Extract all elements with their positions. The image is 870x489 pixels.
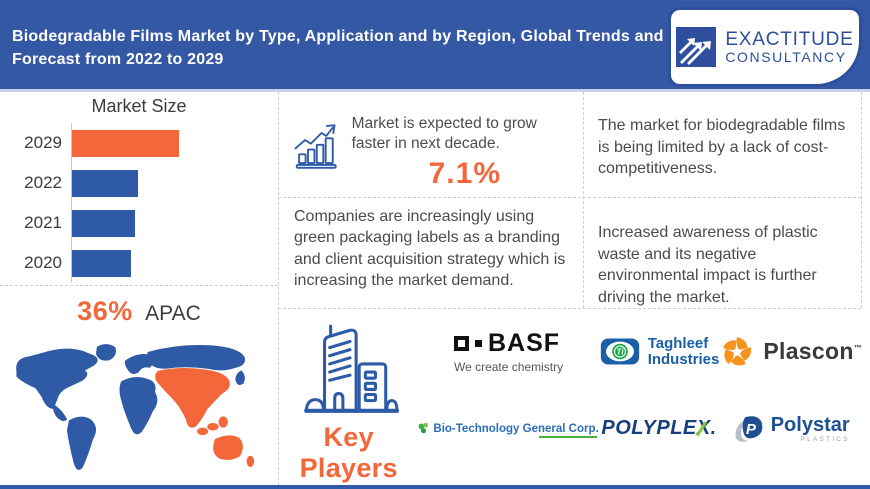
taghleef-icon: Ti <box>600 338 639 365</box>
bar-label-2021: 2021 <box>24 213 62 232</box>
logo-polyplex: POLYPLEX. <box>601 417 717 439</box>
divider-horizontal-row2 <box>278 308 861 309</box>
market-size-chart: Market Size 2029 2022 2021 2020 <box>0 96 278 283</box>
plascon-wordmark: Plascon™ <box>763 338 862 364</box>
basf-wordmark: BASF <box>453 329 563 358</box>
region-share-value: 36% <box>77 296 133 326</box>
region-section: 36% APAC <box>0 292 278 483</box>
logo-polystar-plastics: P Polystar PLASTICS <box>732 413 850 444</box>
taghleef-line2: Industries <box>647 350 720 368</box>
region-share-label: APAC <box>145 302 201 325</box>
bar-chart: 2029 2022 2021 2020 <box>0 123 278 283</box>
growth-text: Market is expected to grow faster in nex… <box>351 115 537 153</box>
bar-plot <box>71 203 179 243</box>
bottom-accent-bar <box>0 485 870 489</box>
key-players-logos: BASF We create chemistry Ti Taghleef Ind… <box>418 309 870 485</box>
svg-text:Ti: Ti <box>616 348 624 357</box>
divider-vertical-middle <box>583 92 584 308</box>
bar-plot <box>71 243 179 283</box>
basf-tagline: We create chemistry <box>453 360 564 374</box>
region-headline: 36% APAC <box>0 296 278 327</box>
biotech-leaf-icon <box>418 422 429 434</box>
bar-row: 2029 <box>10 123 278 163</box>
logo-taghleef-industries: Ti Taghleef Industries <box>599 334 720 368</box>
insight-driver: Increased awareness of plastic waste and… <box>598 224 818 306</box>
key-players-section: Key Players BASF We create chemistry <box>279 309 870 485</box>
exactitude-logo: EXACTITUDE CONSULTANCY <box>668 7 862 87</box>
bar-label-2029: 2029 <box>24 133 62 152</box>
svg-text:P: P <box>746 421 757 438</box>
basf-square-icon <box>453 336 469 351</box>
key-players-heading: Key Players <box>299 422 398 483</box>
polystar-swirl-icon: P <box>735 416 763 442</box>
insight-restraint: The market for biodegradable films is be… <box>598 117 846 178</box>
page-title: Biodegradable Films Market by Type, Appl… <box>12 28 664 69</box>
growth-bar-chart-icon <box>294 124 337 169</box>
bar-2022 <box>72 169 138 197</box>
logo-arrows-icon <box>676 27 717 67</box>
bar-2021 <box>72 209 135 237</box>
biotech-green-underline <box>538 436 597 438</box>
polystar-tagline: PLASTICS <box>800 435 850 443</box>
polystar-wordmark: Polystar PLASTICS <box>770 413 850 443</box>
buildings-icon <box>303 324 399 413</box>
logo-bio-technology-general: Bio-Technology General Corp. <box>418 422 599 438</box>
plascon-trademark: ™ <box>853 343 862 353</box>
bar-row: 2021 <box>10 203 278 243</box>
bar-row: 2022 <box>10 163 278 203</box>
world-map <box>16 344 255 470</box>
growth-callout: Market is expected to grow faster in nex… <box>282 96 582 196</box>
taghleef-line1: Taghleef <box>647 334 709 352</box>
logo-basf: BASF We create chemistry <box>453 329 564 374</box>
bar-row: 2020 <box>10 243 278 283</box>
basf-dot-icon <box>474 340 482 347</box>
insight-strategy: Companies are increasingly using green p… <box>294 208 566 289</box>
divider-horizontal-row1 <box>278 197 861 198</box>
header-underline <box>0 89 870 92</box>
divider-vertical-left <box>278 92 279 485</box>
key-players-header: Key Players <box>279 309 418 485</box>
logo-name: EXACTITUDE <box>725 28 854 50</box>
logo-plascon: Plascon™ <box>719 334 862 370</box>
bar-2020 <box>72 249 131 277</box>
bar-2029 <box>72 129 179 157</box>
taghleef-wordmark: Taghleef Industries <box>647 334 720 368</box>
bar-plot <box>71 123 179 163</box>
bar-label-2020: 2020 <box>24 253 62 272</box>
bar-plot <box>71 163 179 203</box>
plascon-pinwheel-icon <box>723 336 752 365</box>
divider-horizontal-chart-map <box>0 285 278 286</box>
growth-text-block: Market is expected to grow faster in nex… <box>352 106 578 196</box>
bar-label-2022: 2022 <box>24 173 62 192</box>
logo-text: EXACTITUDE CONSULTANCY <box>725 28 854 65</box>
divider-vertical-right <box>861 92 862 308</box>
chart-title: Market Size <box>91 96 187 116</box>
growth-rate-value: 7.1% <box>428 157 501 191</box>
logo-subname: CONSULTANCY <box>725 48 847 65</box>
